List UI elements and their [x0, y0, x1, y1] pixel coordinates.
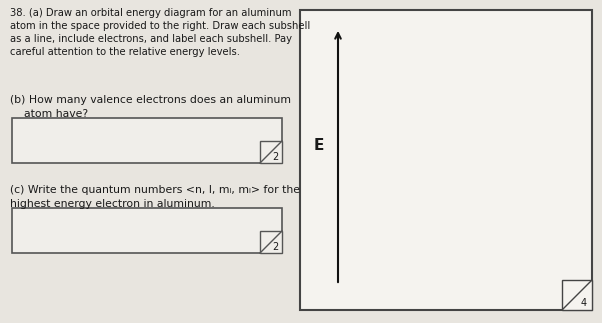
Text: atom in the space provided to the right. Draw each subshell: atom in the space provided to the right.… — [10, 21, 310, 31]
Bar — [300, 10, 592, 310]
Bar — [260, 141, 282, 163]
Text: as a line, include electrons, and label each subshell. Pay: as a line, include electrons, and label … — [10, 34, 292, 44]
Text: (c) Write the quantum numbers <n, l, mₗ, mₗ> for the: (c) Write the quantum numbers <n, l, mₗ,… — [10, 185, 300, 195]
Text: (b) How many valence electrons does an aluminum: (b) How many valence electrons does an a… — [10, 95, 291, 105]
Text: highest energy electron in aluminum.: highest energy electron in aluminum. — [10, 199, 215, 209]
Text: 4: 4 — [580, 297, 587, 307]
Text: 2: 2 — [273, 152, 279, 162]
Text: 2: 2 — [273, 242, 279, 252]
Text: 38. (a) Draw an orbital energy diagram for an aluminum: 38. (a) Draw an orbital energy diagram f… — [10, 8, 291, 18]
Bar — [562, 280, 592, 310]
Bar — [260, 231, 282, 253]
Bar — [12, 208, 282, 253]
Text: atom have?: atom have? — [10, 109, 88, 119]
Bar — [12, 118, 282, 163]
Text: E: E — [314, 138, 324, 152]
Text: careful attention to the relative energy levels.: careful attention to the relative energy… — [10, 47, 240, 57]
